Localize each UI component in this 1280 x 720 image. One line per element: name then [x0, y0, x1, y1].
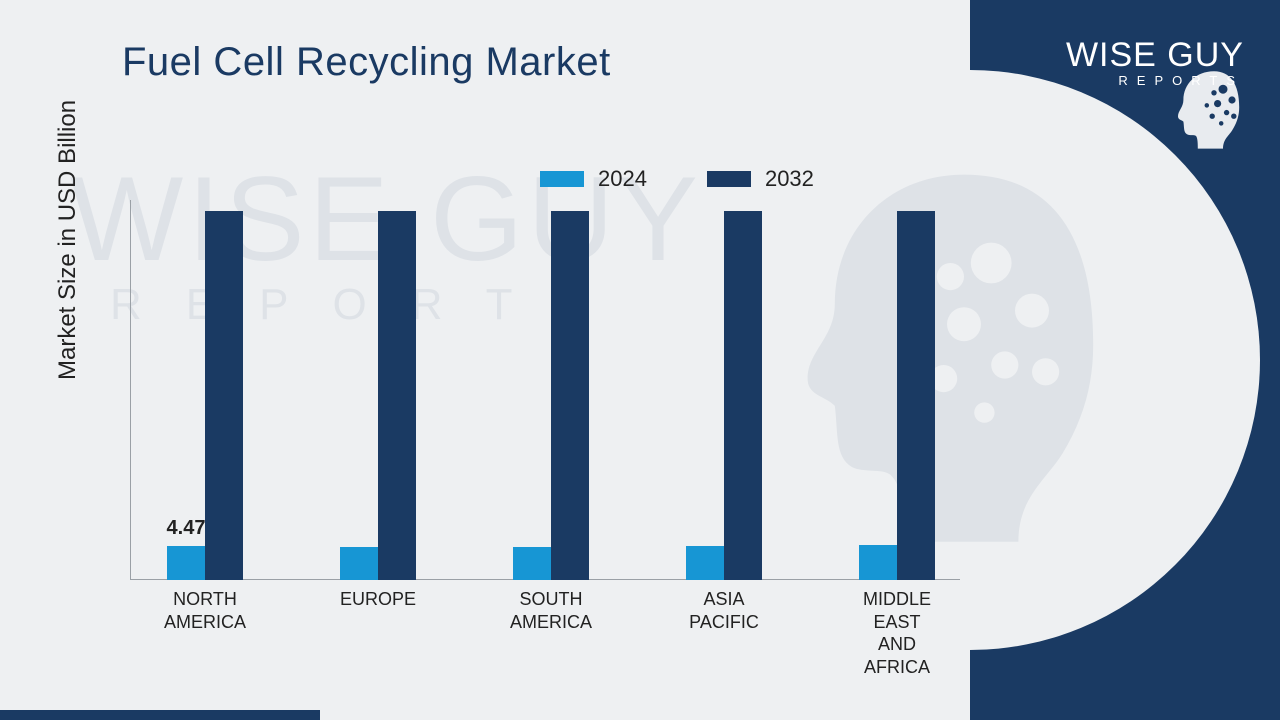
legend-item-2032: 2032 — [707, 166, 814, 192]
bottom-accent — [0, 710, 320, 720]
head-silhouette-icon — [1160, 64, 1250, 154]
bar-group — [340, 211, 416, 580]
legend-swatch-2024 — [540, 171, 584, 187]
legend-item-2024: 2024 — [540, 166, 647, 192]
y-axis-line — [130, 200, 131, 580]
bar — [897, 211, 935, 580]
legend-label-2032: 2032 — [765, 166, 814, 192]
bar — [686, 546, 724, 580]
y-axis-label: Market Size in USD Billion — [54, 100, 82, 380]
category-label: MIDDLEEASTANDAFRICA — [827, 588, 967, 678]
bar — [724, 211, 762, 580]
category-label: NORTHAMERICA — [135, 588, 275, 633]
bar-group — [859, 211, 935, 580]
bar — [513, 547, 551, 580]
bar — [340, 547, 378, 580]
bar — [859, 545, 897, 580]
bar — [378, 211, 416, 580]
value-label: 4.47 — [156, 517, 216, 540]
category-label: SOUTHAMERICA — [481, 588, 621, 633]
plot-area: 4.47 — [130, 200, 960, 580]
category-label: ASIAPACIFIC — [654, 588, 794, 633]
bar-group — [686, 211, 762, 580]
bar — [551, 211, 589, 580]
brand-logo: WISE GUY REPORTS — [1066, 36, 1244, 88]
bar — [167, 546, 205, 580]
category-label: EUROPE — [308, 588, 448, 611]
legend-label-2024: 2024 — [598, 166, 647, 192]
legend: 2024 2032 — [540, 166, 814, 192]
legend-swatch-2032 — [707, 171, 751, 187]
chart-stage: Fuel Cell Recycling Market WISE GUY REPO… — [0, 0, 1280, 720]
chart-title: Fuel Cell Recycling Market — [122, 40, 611, 85]
bar-group — [513, 211, 589, 580]
